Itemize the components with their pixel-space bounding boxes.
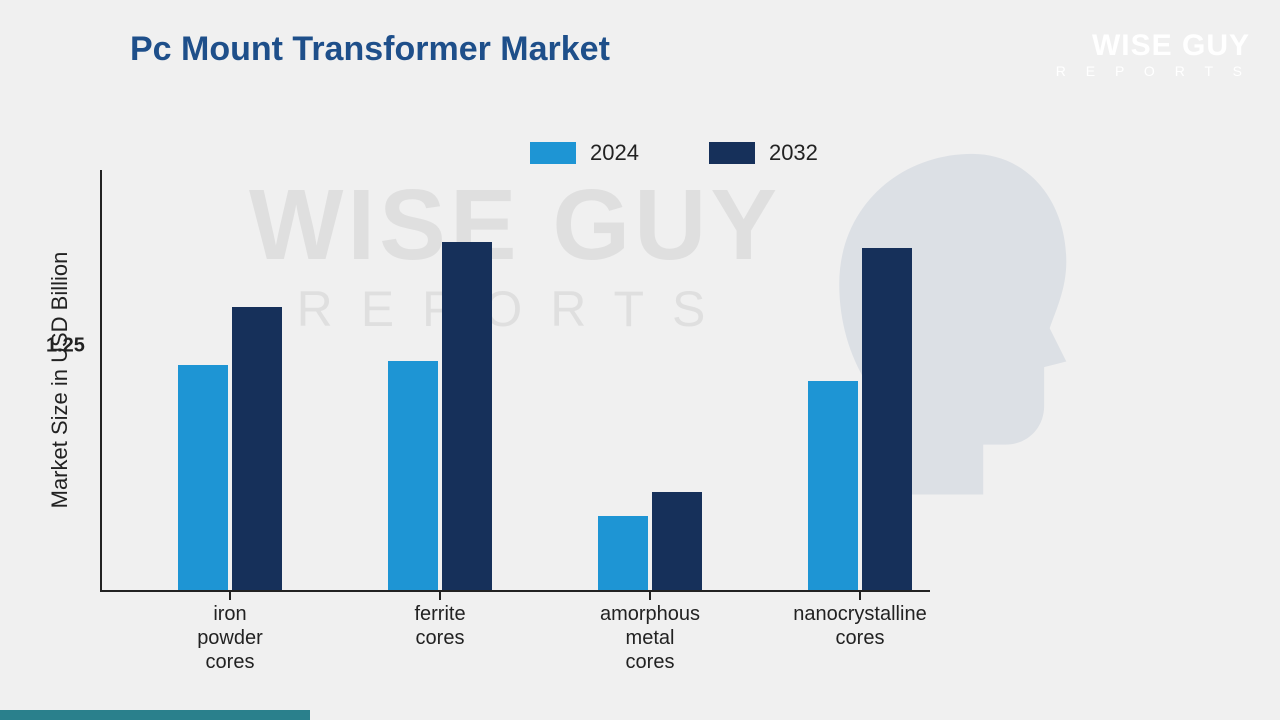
report-chart-card: Pc Mount Transformer Market WISE GUY REP…	[0, 0, 1280, 720]
bar-chart: 1.25 iron powder coresferrite coresamorp…	[100, 170, 930, 670]
x-axis	[100, 590, 930, 592]
x-tick	[229, 592, 231, 600]
x-category-label: amorphous metal cores	[560, 602, 740, 674]
legend-swatch-2032	[709, 142, 755, 164]
bar-2032	[652, 492, 702, 590]
legend-label-2032: 2032	[769, 140, 818, 166]
y-tick-label: 1.25	[46, 334, 85, 357]
chart-legend: 2024 2032	[530, 140, 818, 166]
y-axis	[100, 170, 102, 590]
bar-2032	[442, 242, 492, 590]
legend-swatch-2024	[530, 142, 576, 164]
bar-2024	[808, 381, 858, 590]
logo-line1: WISE GUY	[1056, 30, 1250, 62]
bar-2024	[178, 365, 228, 590]
bar-2024	[598, 516, 648, 590]
x-tick	[439, 592, 441, 600]
legend-item-2024: 2024	[530, 140, 639, 166]
logo-line2: R E P O R T S	[1056, 64, 1250, 79]
legend-item-2032: 2032	[709, 140, 818, 166]
bar-2032	[862, 248, 912, 590]
bar-2032	[232, 307, 282, 590]
x-tick	[859, 592, 861, 600]
x-category-label: iron powder cores	[140, 602, 320, 674]
y-axis-label: Market Size in USD Billion	[47, 252, 73, 509]
accent-bar	[0, 710, 310, 720]
x-category-label: ferrite cores	[350, 602, 530, 650]
x-category-label: nanocrystalline cores	[770, 602, 950, 650]
x-tick	[649, 592, 651, 600]
brand-logo: WISE GUY R E P O R T S	[1056, 30, 1250, 78]
legend-label-2024: 2024	[590, 140, 639, 166]
bar-2024	[388, 361, 438, 590]
chart-title: Pc Mount Transformer Market	[130, 30, 610, 69]
